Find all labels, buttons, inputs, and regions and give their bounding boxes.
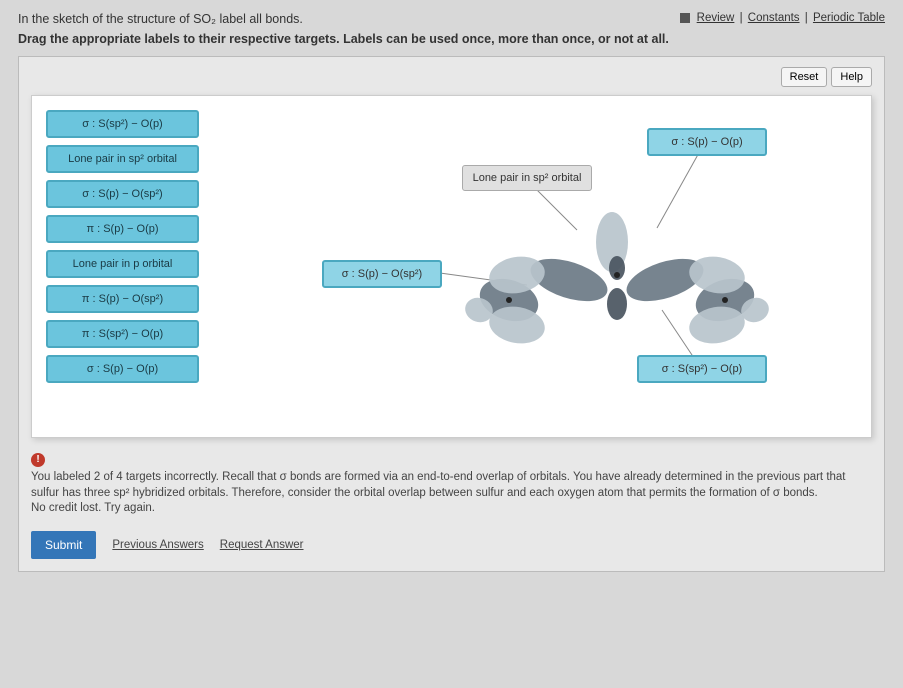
drop-target-t4[interactable]: σ : S(sp²) − O(p) [637,355,767,383]
drop-target-t1[interactable]: Lone pair in sp² orbital [462,165,592,191]
label-chip[interactable]: Lone pair in sp² orbital [46,145,199,173]
request-answer-link[interactable]: Request Answer [220,539,304,551]
feedback-retry: No credit lost. Try again. [31,502,155,514]
submit-button[interactable]: Submit [31,531,96,559]
label-chip[interactable]: π : S(p) − O(p) [46,215,199,243]
feedback-text: You labeled 2 of 4 targets incorrectly. … [31,471,846,499]
label-chip[interactable]: π : S(p) − O(sp²) [46,285,199,313]
reset-button[interactable]: Reset [781,67,828,87]
drag-panel: σ : S(sp²) − O(p) Lone pair in sp² orbit… [31,95,872,438]
feedback-box: ! You labeled 2 of 4 targets incorrectly… [31,452,872,517]
label-pool: σ : S(sp²) − O(p) Lone pair in sp² orbit… [46,110,199,423]
prompt-text: In the sketch of the structure of SO₂ la… [18,12,303,26]
drop-target-t2[interactable]: σ : S(p) − O(p) [647,128,767,156]
flag-icon [680,13,690,23]
periodic-link[interactable]: Periodic Table [813,12,885,24]
label-chip[interactable]: Lone pair in p orbital [46,250,199,278]
label-chip[interactable]: σ : S(p) − O(sp²) [46,180,199,208]
label-chip[interactable]: π : S(sp²) − O(p) [46,320,199,348]
constants-link[interactable]: Constants [748,12,800,24]
drop-target-t3[interactable]: σ : S(p) − O(sp²) [322,260,442,288]
top-links: Review | Constants | Periodic Table [680,12,885,24]
help-button[interactable]: Help [831,67,872,87]
label-chip[interactable]: σ : S(sp²) − O(p) [46,110,199,138]
review-link[interactable]: Review [697,12,735,24]
instruction-text: Drag the appropriate labels to their res… [18,32,885,46]
work-area: Reset Help σ : S(sp²) − O(p) Lone pair i… [18,56,885,572]
alert-icon: ! [31,453,45,467]
submit-row: Submit Previous Answers Request Answer [31,531,872,559]
diagram-area: Lone pair in sp² orbital σ : S(p) − O(p) σ… [217,110,857,423]
label-chip[interactable]: σ : S(p) − O(p) [46,355,199,383]
previous-answers-link[interactable]: Previous Answers [112,539,203,551]
